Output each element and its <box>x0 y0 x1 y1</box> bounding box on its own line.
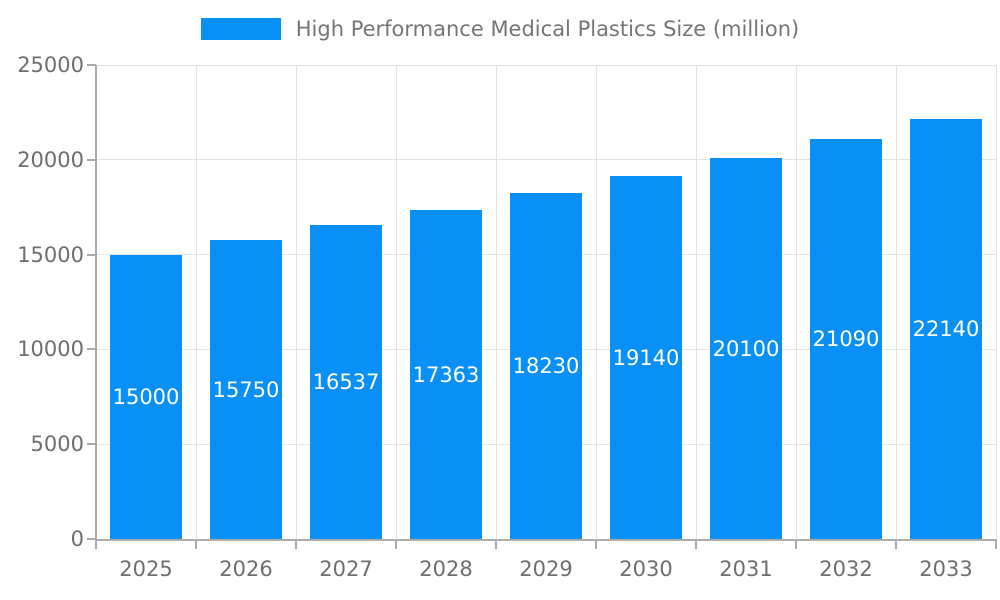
bar-2028[interactable] <box>410 210 482 539</box>
x-axis-tick <box>895 539 897 549</box>
x-axis-tick <box>695 539 697 549</box>
x-axis-tick <box>595 539 597 549</box>
x-axis-tick <box>295 539 297 549</box>
bar-value-label: 19140 <box>612 345 680 370</box>
legend-swatch <box>200 18 281 40</box>
x-axis-tick-label: 2033 <box>919 557 973 581</box>
gridline-vertical <box>795 65 797 539</box>
gridline-horizontal <box>96 159 996 161</box>
y-axis-tick-label: 10000 <box>17 337 84 362</box>
x-axis-line <box>95 539 997 541</box>
x-axis-tick-label: 2026 <box>219 557 273 581</box>
x-axis-tick <box>195 539 197 549</box>
bar-value-label: 20100 <box>712 336 780 361</box>
gridline-vertical <box>595 65 597 539</box>
y-axis-tick-label: 5000 <box>30 432 84 457</box>
gridline-vertical <box>695 65 697 539</box>
y-axis-tick <box>87 538 96 540</box>
y-axis-tick <box>87 158 96 161</box>
gridline-vertical <box>995 65 997 539</box>
y-axis-tick-label: 25000 <box>17 53 84 77</box>
y-axis-tick <box>87 64 96 66</box>
x-axis-tick-label: 2029 <box>519 557 573 581</box>
x-axis-tick-label: 2028 <box>419 557 473 581</box>
bar-2032[interactable] <box>810 139 882 539</box>
x-axis-tick-label: 2031 <box>719 557 773 581</box>
x-axis-tick <box>95 539 97 549</box>
legend[interactable]: High Performance Medical Plastics Size (… <box>0 16 1000 42</box>
bar-value-label: 22140 <box>912 317 980 341</box>
x-axis-tick-label: 2025 <box>119 557 173 581</box>
bar-value-label: 18230 <box>512 354 580 378</box>
gridline-vertical <box>195 65 197 539</box>
bar-2025[interactable] <box>110 255 182 539</box>
gridline-vertical <box>395 65 397 539</box>
bar-2031[interactable] <box>710 158 782 539</box>
bar-value-label: 17363 <box>412 362 480 387</box>
x-axis-tick <box>795 539 797 549</box>
legend-label: High Performance Medical Plastics Size (… <box>295 17 800 41</box>
y-axis-tick <box>87 253 96 256</box>
y-axis-tick-label: 20000 <box>17 147 84 172</box>
gridline-vertical <box>895 65 897 539</box>
x-axis-tick <box>995 539 997 549</box>
bar-2033[interactable] <box>910 119 982 539</box>
bar-value-label: 15000 <box>112 385 180 409</box>
x-axis-tick-label: 2030 <box>619 557 673 581</box>
gridline-vertical <box>495 65 497 539</box>
bar-value-label: 21090 <box>812 327 880 351</box>
x-axis-tick-label: 2032 <box>819 557 873 581</box>
bar-2029[interactable] <box>510 193 582 539</box>
gridline-vertical <box>295 65 297 539</box>
y-axis-tick-label: 0 <box>70 527 84 551</box>
y-axis-line <box>95 65 97 541</box>
bar-value-label: 16537 <box>312 370 380 394</box>
bar-2030[interactable] <box>610 176 682 539</box>
gridline-horizontal <box>96 64 996 66</box>
y-axis-tick-label: 15000 <box>17 242 84 267</box>
y-axis-tick <box>87 348 96 351</box>
x-axis-tick <box>495 539 497 549</box>
bar-2027[interactable] <box>310 225 382 539</box>
y-axis-tick <box>87 443 96 446</box>
bar-value-label: 15750 <box>212 377 280 402</box>
x-axis-tick-label: 2027 <box>319 557 373 581</box>
x-axis-tick <box>395 539 397 549</box>
bar-2026[interactable] <box>210 240 282 539</box>
